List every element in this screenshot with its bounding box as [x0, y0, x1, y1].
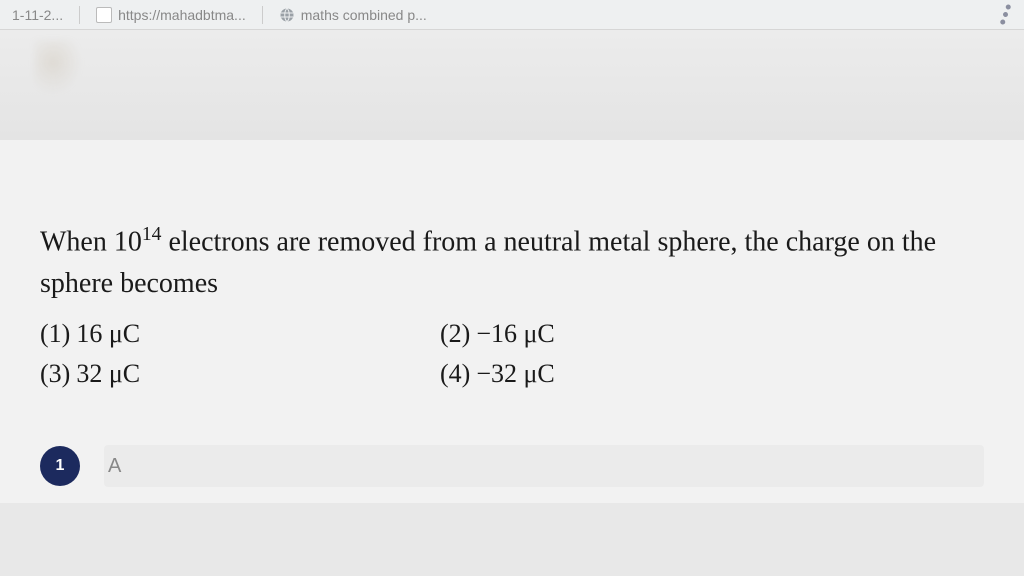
banner-area [0, 30, 1024, 140]
option-1-num: (1) [40, 319, 70, 349]
option-1-text: 16 μC [76, 319, 140, 349]
option-3[interactable]: (3) 32 μC [40, 359, 400, 389]
tab-3-label: maths combined p... [301, 7, 427, 23]
question-prefix: When 10 [40, 226, 142, 257]
options-grid: (1) 16 μC (2) −16 μC (3) 32 μC (4) −32 μ… [40, 319, 800, 389]
tab-separator [262, 6, 263, 24]
answer-number: 1 [56, 457, 65, 475]
globe-icon [279, 7, 295, 23]
question-suffix: electrons are removed from a neutral met… [40, 226, 936, 299]
answer-number-badge[interactable]: 1 [40, 446, 80, 486]
page-icon [96, 7, 112, 23]
tab-2-label: https://mahadbtma... [118, 7, 246, 23]
option-4[interactable]: (4) −32 μC [440, 359, 800, 389]
tab-2[interactable]: https://mahadbtma... [88, 3, 254, 27]
option-2[interactable]: (2) −16 μC [440, 319, 800, 349]
question-text: When 1014 electrons are removed from a n… [40, 220, 984, 305]
option-4-text: −32 μC [476, 359, 554, 389]
question-exponent: 14 [142, 224, 162, 245]
option-3-num: (3) [40, 359, 70, 389]
tab-3[interactable]: maths combined p... [271, 3, 435, 27]
option-4-num: (4) [440, 359, 470, 389]
answer-row: 1 A [40, 439, 984, 493]
option-2-text: −16 μC [476, 319, 554, 349]
answer-value-text: A [108, 455, 121, 478]
tab-1-label: 1-11-2... [12, 7, 63, 23]
option-2-num: (2) [440, 319, 470, 349]
browser-tab-bar: 1-11-2... https://mahadbtma... maths com… [0, 0, 1024, 30]
tab-separator [79, 6, 80, 24]
question-content: When 1014 electrons are removed from a n… [0, 140, 1024, 503]
more-icon[interactable] [1000, 4, 1012, 25]
answer-value-field[interactable]: A [104, 445, 984, 487]
tab-1[interactable]: 1-11-2... [4, 3, 71, 27]
option-3-text: 32 μC [76, 359, 140, 389]
option-1[interactable]: (1) 16 μC [40, 319, 400, 349]
